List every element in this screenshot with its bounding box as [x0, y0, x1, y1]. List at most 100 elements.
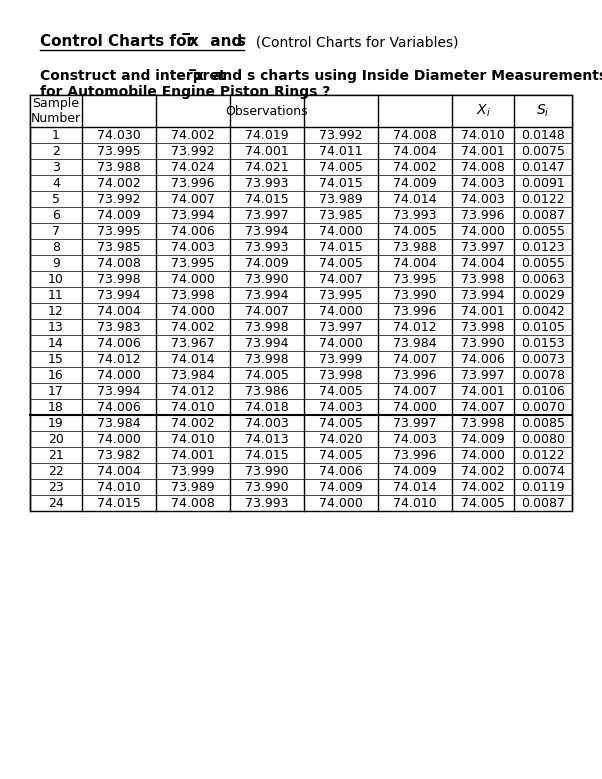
- Text: 74.015: 74.015: [319, 241, 363, 253]
- Text: 74.014: 74.014: [393, 192, 437, 206]
- Text: 74.000: 74.000: [319, 305, 363, 318]
- Text: 73.982: 73.982: [97, 449, 141, 461]
- Text: 73.998: 73.998: [319, 368, 363, 382]
- Text: 74.021: 74.021: [245, 160, 289, 174]
- Text: 74.005: 74.005: [319, 385, 363, 397]
- Text: 73.998: 73.998: [171, 288, 215, 301]
- Text: 74.002: 74.002: [171, 417, 215, 429]
- Text: 73.989: 73.989: [319, 192, 363, 206]
- Text: 74.002: 74.002: [393, 160, 437, 174]
- Text: 73.998: 73.998: [461, 417, 505, 429]
- Text: 0.0106: 0.0106: [521, 385, 565, 397]
- Text: 0.0055: 0.0055: [521, 224, 565, 238]
- Text: 24: 24: [48, 496, 64, 509]
- Text: 74.011: 74.011: [319, 144, 363, 157]
- Text: 74.002: 74.002: [461, 464, 505, 478]
- Text: 0.0087: 0.0087: [521, 209, 565, 221]
- Text: 0.0122: 0.0122: [521, 192, 565, 206]
- Text: (Control Charts for Variables): (Control Charts for Variables): [247, 35, 459, 49]
- Text: 74.010: 74.010: [171, 400, 215, 414]
- Text: 73.997: 73.997: [319, 320, 363, 333]
- Text: 74.000: 74.000: [97, 368, 141, 382]
- Text: 73.993: 73.993: [245, 177, 289, 189]
- Text: 0.0105: 0.0105: [521, 320, 565, 333]
- Text: 73.997: 73.997: [393, 417, 437, 429]
- Text: 74.015: 74.015: [245, 449, 289, 461]
- Text: 73.988: 73.988: [97, 160, 141, 174]
- Text: 74.004: 74.004: [97, 305, 141, 318]
- Text: 74.001: 74.001: [461, 385, 505, 397]
- Text: 74.000: 74.000: [319, 496, 363, 509]
- Text: 74.014: 74.014: [393, 481, 437, 494]
- Text: 73.997: 73.997: [461, 241, 505, 253]
- Text: 74.018: 74.018: [245, 400, 289, 414]
- Text: 74.012: 74.012: [97, 353, 141, 365]
- Text: 73.993: 73.993: [245, 496, 289, 509]
- Text: and: and: [205, 34, 247, 49]
- Text: 7: 7: [52, 224, 60, 238]
- Text: 73.995: 73.995: [393, 273, 437, 285]
- Text: 74.003: 74.003: [461, 177, 505, 189]
- Text: 73.993: 73.993: [245, 241, 289, 253]
- Text: 74.000: 74.000: [171, 305, 215, 318]
- Text: 74.009: 74.009: [319, 481, 363, 494]
- Text: 73.984: 73.984: [393, 337, 437, 350]
- Text: 17: 17: [48, 385, 64, 397]
- Text: 74.000: 74.000: [393, 400, 437, 414]
- Text: 74.001: 74.001: [461, 144, 505, 157]
- Text: 74.003: 74.003: [171, 241, 215, 253]
- Text: 73.985: 73.985: [319, 209, 363, 221]
- Text: 73.992: 73.992: [171, 144, 215, 157]
- Text: 12: 12: [48, 305, 64, 318]
- Text: 74.030: 74.030: [97, 129, 141, 142]
- Text: 10: 10: [48, 273, 64, 285]
- Text: 73.994: 73.994: [245, 288, 289, 301]
- Text: 74.000: 74.000: [461, 449, 505, 461]
- Text: 74.012: 74.012: [171, 385, 215, 397]
- Text: 74.010: 74.010: [461, 129, 505, 142]
- Text: 74.024: 74.024: [171, 160, 215, 174]
- Text: 74.000: 74.000: [461, 224, 505, 238]
- Text: 74.007: 74.007: [393, 385, 437, 397]
- Text: 0.0063: 0.0063: [521, 273, 565, 285]
- Text: 73.996: 73.996: [461, 209, 504, 221]
- Text: 74.002: 74.002: [171, 129, 215, 142]
- Text: 74.006: 74.006: [171, 224, 215, 238]
- Text: 19: 19: [48, 417, 64, 429]
- Text: 22: 22: [48, 464, 64, 478]
- Text: Construct and interpret: Construct and interpret: [40, 69, 231, 83]
- Text: 23: 23: [48, 481, 64, 494]
- Text: 15: 15: [48, 353, 64, 365]
- Text: and s charts using Inside Diameter Measurements (mm): and s charts using Inside Diameter Measu…: [208, 69, 602, 83]
- Text: 74.013: 74.013: [245, 432, 289, 446]
- Text: 74.000: 74.000: [319, 224, 363, 238]
- Text: 73.995: 73.995: [97, 224, 141, 238]
- Text: 6: 6: [52, 209, 60, 221]
- Text: 74.005: 74.005: [319, 160, 363, 174]
- Text: 9: 9: [52, 256, 60, 270]
- Text: 73.990: 73.990: [393, 288, 437, 301]
- Text: 0.0042: 0.0042: [521, 305, 565, 318]
- Text: 74.001: 74.001: [461, 305, 505, 318]
- Text: 74.006: 74.006: [97, 400, 141, 414]
- Text: 0.0122: 0.0122: [521, 449, 565, 461]
- Text: 74.006: 74.006: [319, 464, 363, 478]
- Text: 74.004: 74.004: [97, 464, 141, 478]
- Text: 73.994: 73.994: [245, 224, 289, 238]
- Text: 0.0073: 0.0073: [521, 353, 565, 365]
- Text: 73.994: 73.994: [98, 288, 141, 301]
- Text: 8: 8: [52, 241, 60, 253]
- Text: 73.993: 73.993: [393, 209, 436, 221]
- Text: 73.998: 73.998: [461, 273, 505, 285]
- Text: Control Charts for: Control Charts for: [40, 34, 199, 49]
- Text: 74.020: 74.020: [319, 432, 363, 446]
- Text: 74.000: 74.000: [319, 337, 363, 350]
- Text: 73.994: 73.994: [461, 288, 504, 301]
- Text: 74.009: 74.009: [393, 177, 437, 189]
- Text: 18: 18: [48, 400, 64, 414]
- Text: 74.002: 74.002: [171, 320, 215, 333]
- Text: 74.003: 74.003: [393, 432, 437, 446]
- Text: 73.990: 73.990: [245, 481, 289, 494]
- Text: 73.989: 73.989: [171, 481, 215, 494]
- Text: 0.0075: 0.0075: [521, 144, 565, 157]
